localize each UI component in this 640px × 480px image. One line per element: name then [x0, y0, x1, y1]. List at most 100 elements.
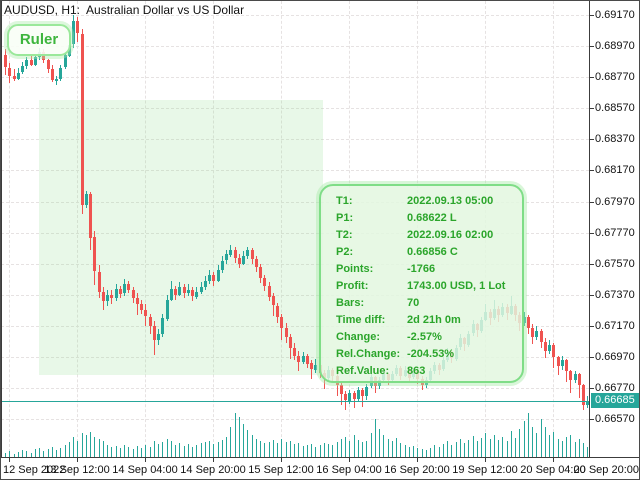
candle-bullish [204, 281, 207, 287]
volume-bar [507, 441, 508, 457]
volume-bar [434, 445, 435, 457]
candle-bullish [123, 284, 126, 293]
candle-bearish [132, 290, 135, 298]
panel-row: T1: 2022.09.13 05:00 [336, 193, 512, 210]
candle-bearish [578, 374, 581, 385]
candle-bearish [259, 267, 262, 278]
candle-bearish [13, 76, 16, 79]
candle-bullish [115, 289, 118, 298]
panel-row-value: -2.57% [407, 331, 442, 343]
candle-bullish [314, 365, 317, 370]
grid-line-h [1, 202, 589, 203]
volume-bar [103, 441, 104, 457]
volume-bar [286, 442, 287, 457]
grid-line-h [1, 46, 589, 47]
current-price-label: 0.66685 [591, 393, 639, 408]
ruler-info-panel[interactable]: T1: 2022.09.13 05:00 P1: 0.68622 L T2: 2022.0… [319, 184, 524, 383]
candle-bullish [302, 356, 305, 362]
price-tick [590, 139, 594, 140]
volume-bar [184, 446, 185, 457]
grid-line-v [553, 1, 554, 457]
volume-bar [558, 439, 559, 457]
candle-bearish [285, 328, 288, 337]
chart-plot-area[interactable]: T1: 2022.09.13 05:00 P1: 0.68622 L T2: 2022.0… [1, 1, 589, 457]
time-tick-label: 13 Sep 12:00 [44, 464, 110, 476]
volume-bar [332, 445, 333, 457]
volume-bar [562, 441, 563, 457]
candle-bearish [289, 337, 292, 348]
candle-bullish [166, 300, 169, 319]
volume-bar [494, 435, 495, 457]
candle-bullish [523, 317, 526, 323]
candle-bearish [191, 290, 194, 296]
panel-row: Profit: 1743.00 USD, 1 Lot [336, 278, 512, 295]
volume-bar [14, 454, 15, 457]
time-axis[interactable]: 12 Sep 2022 13 Sep 12:00 14 Sep 04:00 14 Se… [1, 457, 639, 479]
volume-bar [311, 444, 312, 457]
volume-bar [201, 443, 202, 457]
volume-bar [417, 448, 418, 457]
volume-bar [111, 447, 112, 457]
candle-bearish [89, 194, 92, 238]
panel-row-label: Time diff: [336, 314, 386, 326]
volume-bar [9, 451, 10, 457]
candle-bullish [161, 318, 164, 334]
candle-bearish [255, 259, 258, 267]
volume-bar [90, 432, 91, 457]
candle-bearish [183, 287, 186, 293]
grid-line-h [1, 233, 589, 234]
candle-bullish [72, 21, 75, 44]
price-tick [590, 357, 594, 358]
volume-bar [413, 446, 414, 457]
candle-bearish [306, 356, 309, 364]
grid-line-h [1, 108, 589, 109]
volume-bar [490, 439, 491, 457]
volume-bar [294, 444, 295, 457]
volume-bar [205, 442, 206, 457]
candle-bullish [535, 331, 538, 337]
candle-wick [311, 360, 312, 379]
candle-bullish [378, 380, 381, 386]
volume-bar [107, 445, 108, 457]
candle-bearish [293, 348, 296, 356]
volume-bar [43, 451, 44, 457]
time-tick [553, 458, 554, 462]
volume-bar [456, 442, 457, 457]
price-axis[interactable]: 0.66685 0.69170 0.68970 0.68770 0.68570 0.68… [589, 1, 639, 457]
time-tick-label: 16 Sep 04:00 [316, 464, 382, 476]
ruler-measure-region[interactable] [39, 100, 323, 375]
volume-bar [141, 448, 142, 457]
price-tick [590, 233, 594, 234]
candle-bearish [310, 363, 313, 369]
volume-bar [281, 439, 282, 457]
ruler-button[interactable]: Ruler [7, 24, 71, 56]
volume-bar [86, 435, 87, 457]
volume-bar [553, 432, 554, 457]
volume-bar [541, 419, 542, 457]
volume-bar [524, 421, 525, 457]
candle-bearish [4, 55, 7, 67]
grid-line-h [1, 15, 589, 16]
panel-row-value: 2d 21h 0m [407, 314, 461, 326]
candle-bearish [361, 390, 364, 396]
volume-bar [426, 450, 427, 457]
volume-bar [56, 450, 57, 457]
panel-row: Time diff: 2d 21h 0m [336, 312, 512, 329]
candle-wick [345, 391, 346, 410]
candle-bearish [98, 272, 101, 292]
volume-bar [171, 441, 172, 457]
volume-bar [345, 437, 346, 457]
price-tick-label: 0.68370 [595, 133, 635, 145]
candle-bearish [565, 360, 568, 371]
volume-bar [158, 444, 159, 457]
candle-bullish [25, 60, 28, 66]
candle-bearish [8, 68, 11, 76]
volume-bar [145, 445, 146, 457]
volume-bar [60, 448, 61, 457]
volume-bar [31, 453, 32, 457]
panel-row-value: 2022.09.16 02:00 [407, 229, 494, 241]
candle-wick [579, 373, 580, 398]
panel-row: P1: 0.68622 L [336, 210, 512, 227]
price-tick-label: 0.67570 [595, 258, 635, 270]
